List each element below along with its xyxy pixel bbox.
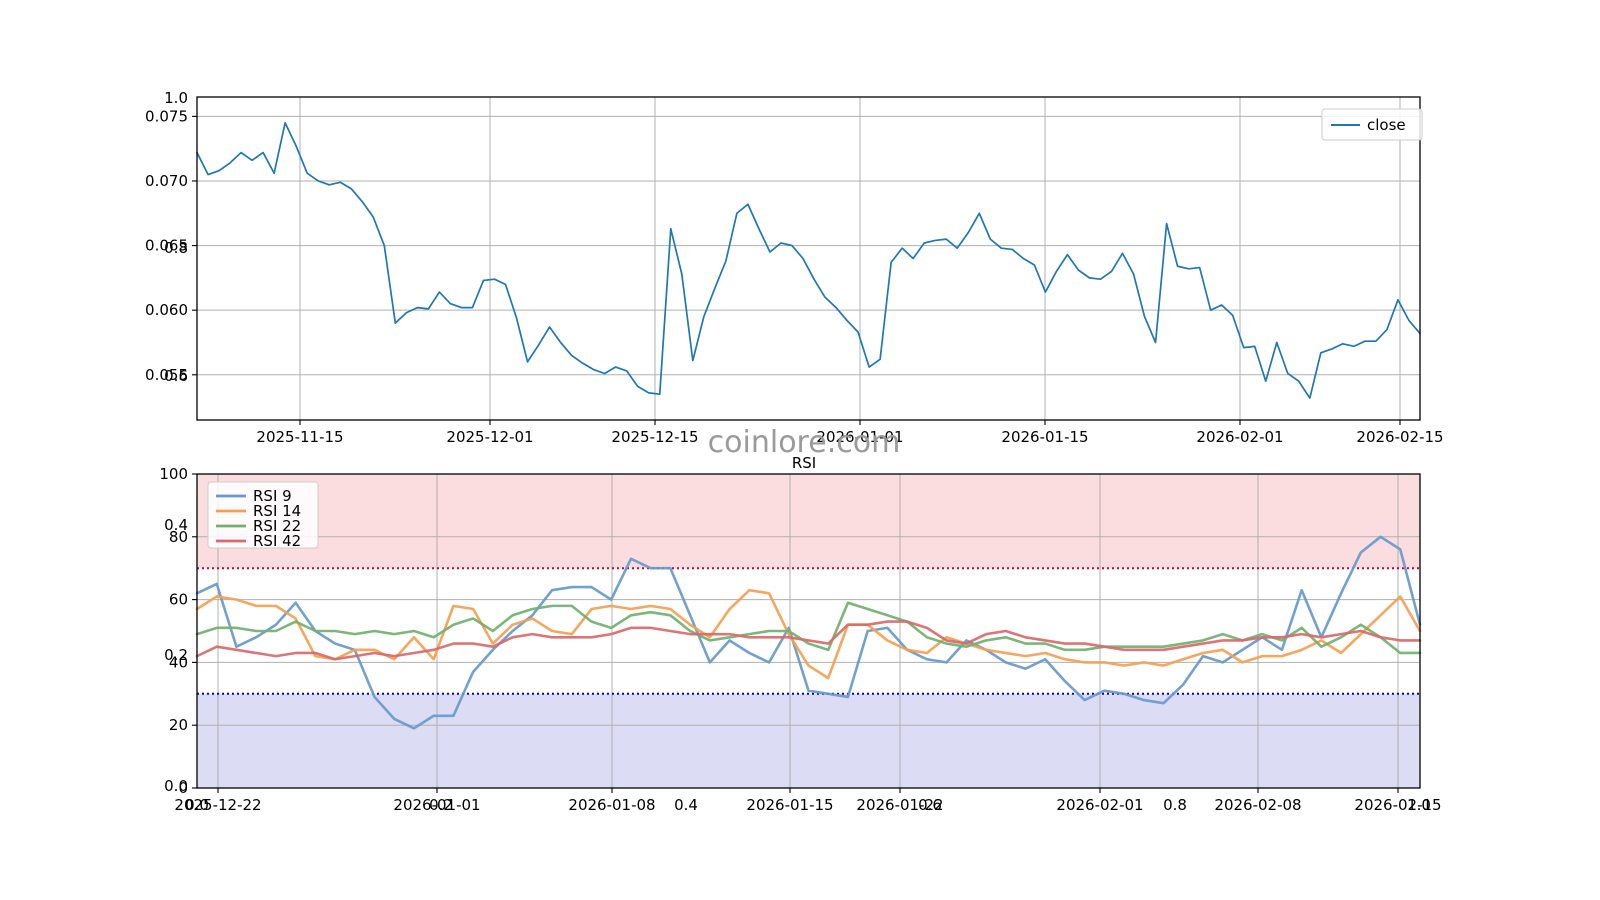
price-xtick-label: 2026-01-15	[1001, 428, 1088, 446]
price-legend-box	[1321, 108, 1423, 141]
rsi-xtick-label: 2026-02-08	[1214, 796, 1301, 814]
price-xtick-label: 2026-01-01	[816, 428, 903, 446]
rsi-legend-label-rsi-14: RSI 14	[253, 502, 301, 520]
price-legend-label-close: close	[1367, 116, 1406, 134]
price-xtick-label: 2025-12-15	[611, 428, 698, 446]
rsi-line-rsi-42	[195, 620, 1422, 661]
price-xtick-label: 2025-11-15	[256, 428, 343, 446]
rsi-xtick-label: 2026-01-22	[856, 796, 943, 814]
rsi-ytick-label: 100	[159, 465, 188, 483]
price-xtick-label: 2025-12-01	[446, 428, 533, 446]
rsi-legend-label-rsi-9: RSI 9	[253, 487, 292, 505]
rsi-band-undefined	[197, 693, 1420, 788]
rsi-xtick-label: 2026-02-01	[1056, 796, 1143, 814]
rsi-xtick-label: 2026-02-15	[1354, 796, 1441, 814]
watermark-coinlore: coinlore.com	[708, 425, 901, 460]
rsi-legend-label-rsi-22: RSI 22	[253, 517, 301, 535]
price-ytick-label-secondary: 0.8	[164, 239, 188, 257]
rsi-ytick-label: 20	[169, 716, 188, 734]
rsi-legend-label-rsi-42: RSI 42	[253, 532, 301, 550]
price-xtick-label: 2026-02-15	[1356, 428, 1443, 446]
price-xtick-label: 2026-02-01	[1196, 428, 1283, 446]
price-panel-frame	[196, 96, 1421, 421]
price-ytick-label-secondary: 0.6	[164, 367, 188, 385]
rsi-xtick-label-secondary: 0.4	[674, 796, 698, 814]
rsi-ytick-label: 60	[169, 591, 188, 609]
rsi-ytick-label: 40	[169, 653, 188, 671]
price-ytick-label: 0.060	[145, 301, 188, 319]
price-close-line	[196, 121, 1421, 399]
rsi-line-rsi-22	[195, 601, 1422, 655]
price-ytick-label: 0.065	[145, 237, 188, 255]
rsi-xtick-label: 2026-01-15	[746, 796, 833, 814]
rsi-xtick-label-secondary: 1.0	[1407, 796, 1431, 814]
price-ytick-label: 0.075	[145, 107, 188, 125]
rsi-panel-title: RSI	[792, 454, 816, 472]
price-ytick-label: 0.055	[145, 366, 188, 384]
rsi-panel-frame	[196, 473, 1421, 789]
rsi-legend-box	[207, 481, 319, 549]
rsi-xtick-label: 2026-01-01	[393, 796, 480, 814]
rsi-xtick-label-secondary: 0.6	[918, 796, 942, 814]
rsi-ytick-label-secondary: 0.2	[164, 646, 188, 664]
rsi-line-rsi-14	[195, 588, 1422, 680]
rsi-xtick-label: 2026-01-08	[568, 796, 655, 814]
price-ytick-label-secondary: 1.0	[164, 89, 188, 107]
rsi-xtick-label: 2025-12-22	[174, 796, 261, 814]
rsi-band-undefined	[197, 474, 1420, 569]
rsi-xtick-label-secondary: 0.2	[429, 796, 453, 814]
rsi-ytick-label: 80	[169, 528, 188, 546]
price-ytick-label: 0.070	[145, 172, 188, 190]
rsi-ytick-label-secondary: 0.4	[164, 516, 188, 534]
rsi-ytick-label-secondary: 0.0	[164, 777, 188, 795]
rsi-line-rsi-9	[195, 535, 1422, 730]
rsi-xtick-label-secondary: 0.8	[1163, 796, 1187, 814]
rsi-ytick-label: 0	[178, 779, 188, 797]
rsi-xtick-label-secondary: 0.0	[185, 796, 209, 814]
